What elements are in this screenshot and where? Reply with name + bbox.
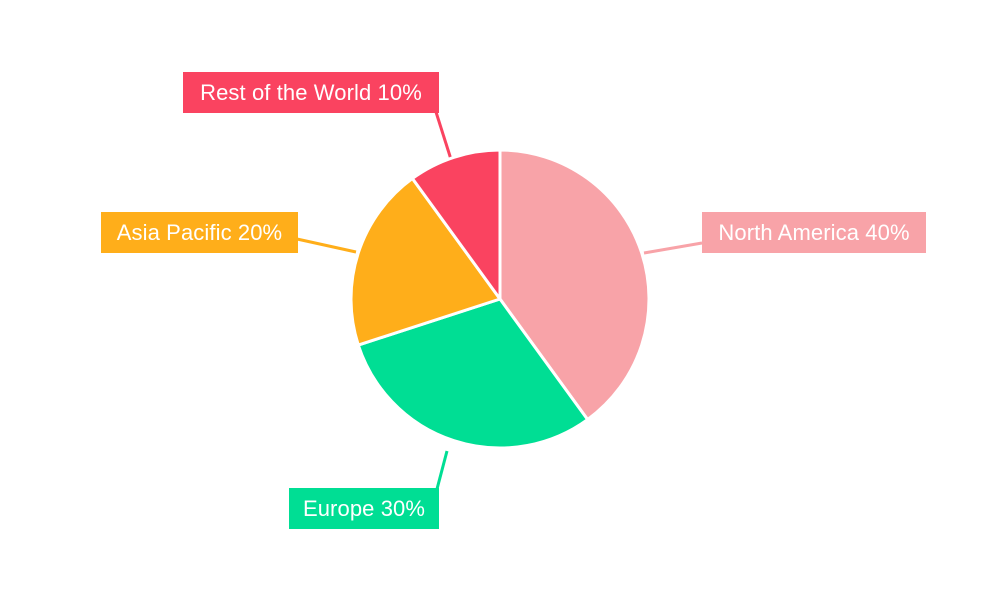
leader-line-north-america: [643, 241, 703, 255]
pie-slices-group: [349, 148, 651, 450]
leader-line-asia-pacific: [296, 237, 357, 254]
callout-europe[interactable]: Europe 30%: [289, 488, 439, 529]
callout-rest-of-world-label: Rest of the World 10%: [200, 79, 422, 105]
callout-asia-pacific-label: Asia Pacific 20%: [116, 219, 283, 245]
pie-slice-asia-pacific[interactable]: [349, 176, 502, 347]
callout-europe-label: Europe 30%: [302, 495, 426, 521]
callout-north-america-label: North America 40%: [718, 219, 910, 245]
callout-asia-pacific[interactable]: Asia Pacific 20%: [101, 212, 298, 253]
callout-north-america[interactable]: North America 40%: [702, 212, 926, 253]
pie-slice-north-america[interactable]: [498, 148, 651, 422]
pie-slice-europe[interactable]: [356, 297, 590, 450]
leader-line-europe: [435, 450, 449, 490]
pie-slice-rest-of-world[interactable]: [410, 148, 502, 301]
callout-rest-of-world[interactable]: Rest of the World 10%: [183, 72, 439, 113]
